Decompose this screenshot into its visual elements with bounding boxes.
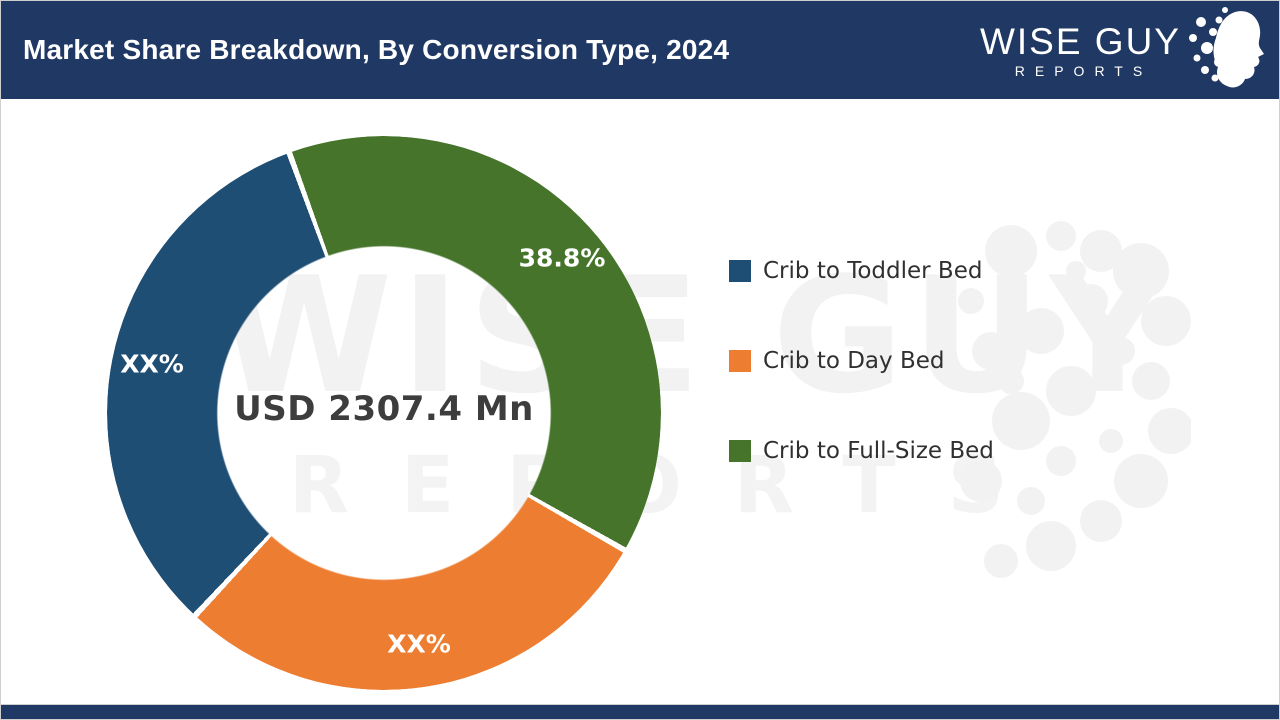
footer-bar [1,704,1279,719]
legend-swatch-blue [729,260,751,282]
legend-item-crib-to-full-size-bed: Crib to Full-Size Bed [729,438,994,464]
slice-label-crib-to-toddler-bed: XX% [120,349,184,379]
header-bar: Market Share Breakdown, By Conversion Ty… [1,1,1279,99]
wiseguy-logo-text: WISE GUY REPORTS [979,21,1181,80]
legend-item-crib-to-day-bed: Crib to Day Bed [729,348,994,374]
legend-label: Crib to Toddler Bed [763,258,983,284]
legend-item-crib-to-toddler-bed: Crib to Toddler Bed [729,258,994,284]
slice-label-crib-to-full-size-bed: 38.8% [518,243,606,273]
donut-center-value: USD 2307.4 Mn [234,389,534,429]
logo-wordmark: WISE GUY [979,21,1181,62]
page-title: Market Share Breakdown, By Conversion Ty… [23,34,730,65]
slice-label-crib-to-day-bed: XX% [387,629,451,659]
donut-ring [107,136,661,690]
legend-swatch-green [729,440,751,462]
legend-label: Crib to Full-Size Bed [763,438,994,464]
donut-chart: XX% XX% 38.8% USD 2307.4 Mn [107,136,661,690]
chart-legend: Crib to Toddler Bed Crib to Day Bed Crib… [729,258,994,464]
legend-swatch-orange [729,350,751,372]
legend-label: Crib to Day Bed [763,348,945,374]
wiseguy-face-icon [1185,6,1265,96]
wiseguy-logo: WISE GUY REPORTS [980,7,1265,95]
watermark-face-icon [951,211,1194,585]
logo-subtitle: REPORTS [1014,63,1153,79]
